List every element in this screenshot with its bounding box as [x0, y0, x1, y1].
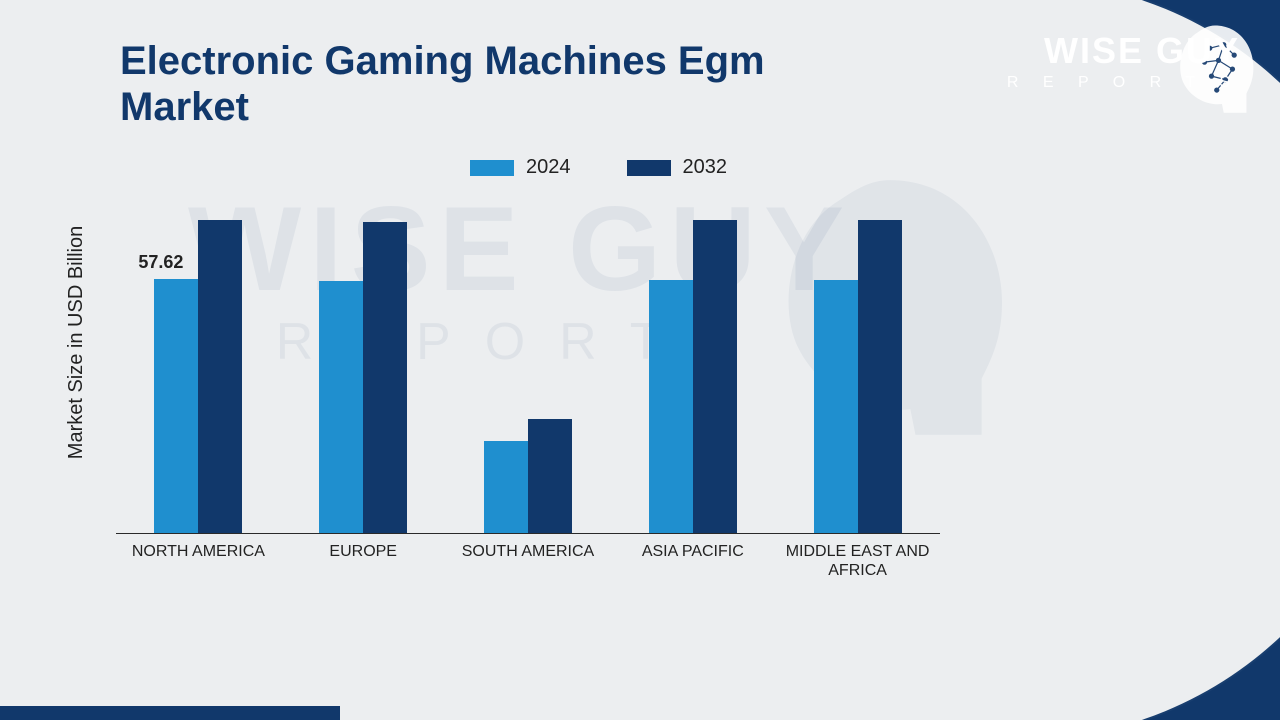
bar-2032 — [858, 220, 902, 534]
bar-group — [281, 180, 446, 534]
x-tick-label: ASIA PACIFIC — [610, 534, 775, 620]
brand-logo-line2: R E P O R T S — [1007, 74, 1240, 92]
bar-2024 — [649, 280, 693, 534]
bar-group — [610, 180, 775, 534]
bar-2032 — [198, 220, 242, 534]
bar-2024 — [814, 280, 858, 534]
x-tick-label: MIDDLE EAST AND AFRICA — [775, 534, 940, 620]
bar-group — [446, 180, 611, 534]
bar-groups: 57.62 — [116, 180, 940, 534]
brand-logo: WISE GUY R E P O R T S — [1007, 30, 1240, 92]
bar-value-label: 57.62 — [138, 252, 183, 273]
bar-2024 — [319, 281, 363, 534]
x-tick-label: EUROPE — [281, 534, 446, 620]
chart-area: Market Size in USD Billion 57.62 NORTH A… — [60, 150, 940, 620]
brand-logo-line1: WISE GUY — [1007, 30, 1240, 72]
x-tick-label: SOUTH AMERICA — [446, 534, 611, 620]
plot-area: 57.62 — [116, 150, 940, 534]
bar-2032 — [693, 220, 737, 534]
y-axis-label: Market Size in USD Billion — [60, 150, 94, 534]
bar-group: 57.62 — [116, 180, 281, 534]
x-tick-label: NORTH AMERICA — [116, 534, 281, 620]
stage: WISE GUY R E P O R T S WISE GUY REPORTS … — [0, 0, 1280, 720]
bar-2032 — [363, 222, 407, 534]
bottom-accent-bar — [0, 706, 340, 720]
bar-2024 — [484, 441, 528, 534]
bar-2032 — [528, 419, 572, 534]
bar-2024 — [154, 279, 198, 534]
bar-group — [775, 180, 940, 534]
x-axis-labels: NORTH AMERICAEUROPESOUTH AMERICAASIA PAC… — [116, 534, 940, 620]
chart-title: Electronic Gaming Machines Egm Market — [120, 38, 840, 130]
